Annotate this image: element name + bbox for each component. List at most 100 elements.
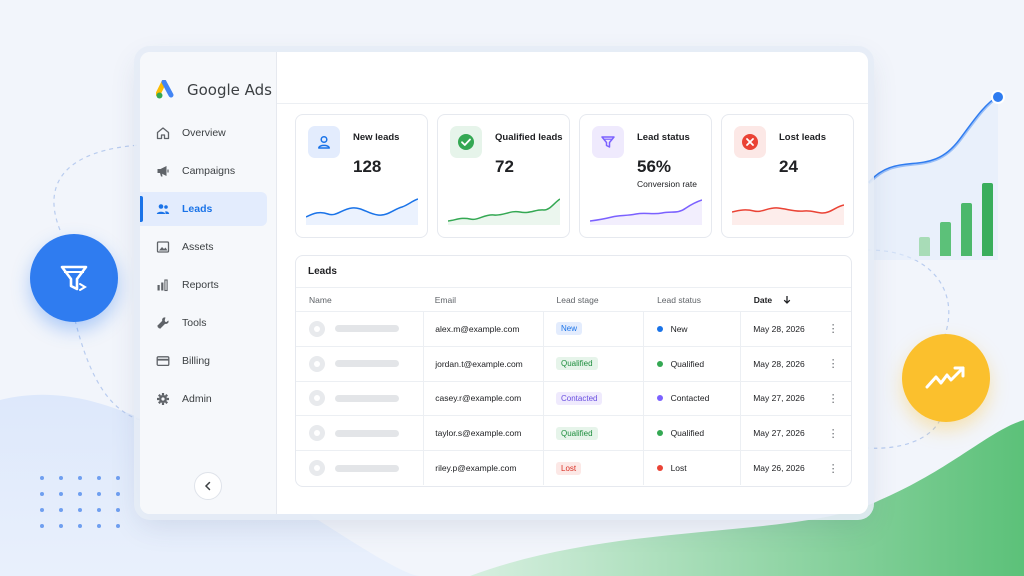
- more-vert-icon: ⋮: [827, 358, 839, 371]
- sidebar-item-label: Overview: [182, 127, 226, 139]
- sparkline: [590, 199, 702, 225]
- metric-card-new-leads[interactable]: New leads 128: [295, 114, 428, 238]
- stage-badge: Contacted: [556, 391, 603, 405]
- status-dot: [656, 430, 663, 437]
- row-menu-button[interactable]: ⋮: [815, 416, 851, 451]
- row-menu-button[interactable]: ⋮: [815, 312, 851, 347]
- table-header-row: Name Email Lead stage Lead status Date: [296, 287, 851, 312]
- status-dot: [656, 325, 663, 332]
- email-cell: riley.p@example.com: [435, 463, 517, 474]
- top-bar: [277, 52, 868, 104]
- avatar: [309, 320, 325, 337]
- status-label: Contacted: [670, 393, 710, 404]
- more-vert-icon: ⋮: [827, 392, 839, 405]
- metric-card-qualified-leads[interactable]: Qualified leads 72: [437, 114, 570, 238]
- table-row[interactable]: alex.m@example.com New New May 28, 2026 …: [296, 311, 851, 347]
- date-cell: May 28, 2026: [753, 323, 805, 334]
- metric-card-lost-leads[interactable]: Lost leads 24: [721, 114, 854, 238]
- card-value: 72: [495, 157, 514, 176]
- dot-grid: [40, 476, 122, 528]
- column-header-email[interactable]: Email: [424, 288, 544, 312]
- column-header-label: Email: [434, 294, 456, 305]
- column-header-actions: [815, 288, 851, 312]
- megaphone-icon: [157, 166, 169, 177]
- status-dot: [656, 465, 663, 472]
- decor-bar: [982, 183, 993, 256]
- sidebar-item-leads[interactable]: Leads: [140, 192, 267, 226]
- trending-up-icon: [925, 366, 965, 389]
- sidebar-item-label: Reports: [182, 279, 219, 291]
- status-cell: Contacted: [644, 393, 741, 403]
- funnel-bubble: [30, 234, 118, 322]
- funnel-icon: [60, 265, 88, 291]
- table-row[interactable]: taylor.s@example.com Qualified Qualified…: [296, 415, 851, 451]
- date-cell: May 27, 2026: [753, 428, 805, 439]
- credit-card-icon: [156, 356, 170, 367]
- avatar: [309, 355, 325, 372]
- name-placeholder: [335, 394, 399, 402]
- row-menu-button[interactable]: ⋮: [815, 451, 851, 486]
- sidebar-item-label: Assets: [182, 241, 214, 253]
- arrow-down-icon: [783, 295, 790, 304]
- status-label: Lost: [670, 463, 687, 474]
- card-icon-wrap: [450, 126, 482, 158]
- name-placeholder: [335, 325, 399, 333]
- collapse-sidebar-button[interactable]: [194, 472, 222, 500]
- stage-badge: Qualified: [556, 426, 598, 440]
- sidebar-item-label: Campaigns: [182, 165, 236, 177]
- status-label: Qualified: [670, 358, 705, 369]
- main-content: New leads 128 Qualified leads 72: [277, 52, 868, 514]
- sidebar-item-reports[interactable]: Reports: [140, 268, 276, 302]
- date-cell: May 27, 2026: [753, 393, 805, 404]
- column-header-lead-stage[interactable]: Lead stage: [544, 288, 644, 312]
- sidebar-item-campaigns[interactable]: Campaigns: [140, 154, 276, 188]
- chevron-left-icon: [204, 481, 211, 491]
- email-cell: jordan.t@example.com: [435, 358, 523, 369]
- column-header-lead-status[interactable]: Lead status: [643, 288, 741, 312]
- sidebar-item-tools[interactable]: Tools: [140, 306, 276, 340]
- card-value: 56%: [637, 157, 672, 176]
- card-subtitle: Conversion rate: [637, 179, 698, 189]
- table-row[interactable]: riley.p@example.com Lost Lost May 26, 20…: [296, 450, 851, 486]
- row-menu-button[interactable]: ⋮: [815, 381, 851, 416]
- sidebar-item-admin[interactable]: Admin: [140, 382, 276, 416]
- status-cell: Lost: [644, 463, 741, 473]
- table-row[interactable]: jordan.t@example.com Qualified Qualified…: [296, 346, 851, 382]
- name-placeholder: [335, 464, 399, 472]
- column-header-label: Name: [309, 294, 332, 305]
- row-menu-button[interactable]: ⋮: [815, 346, 851, 381]
- column-header-label: Date: [753, 294, 773, 305]
- column-header-label: Lead stage: [556, 294, 599, 305]
- table-title: Leads: [308, 266, 337, 277]
- leads-table-card: Leads Name Email Lead stage Lead status …: [295, 255, 852, 487]
- sidebar-item-label: Tools: [182, 317, 207, 329]
- sidebar-item-billing[interactable]: Billing: [140, 344, 276, 378]
- image-icon: [156, 241, 170, 253]
- sidebar-item-overview[interactable]: Overview: [140, 116, 276, 150]
- column-header-name[interactable]: Name: [296, 288, 424, 312]
- card-label: Lost leads: [779, 132, 826, 143]
- sidebar-item-assets[interactable]: Assets: [140, 230, 276, 264]
- date-cell: May 28, 2026: [753, 358, 805, 369]
- card-icon-wrap: [734, 126, 766, 158]
- card-label: Lead status: [637, 132, 690, 143]
- decor-bar: [961, 203, 972, 256]
- metric-card-lead-status[interactable]: Lead status 56% Conversion rate: [579, 114, 712, 238]
- card-icon-wrap: [592, 126, 624, 158]
- avatar: [309, 390, 325, 407]
- avatar: [309, 460, 325, 477]
- status-dot: [656, 395, 663, 402]
- sparkline: [732, 204, 844, 225]
- sparkline: [448, 198, 560, 225]
- stage-badge: Qualified: [556, 357, 598, 371]
- table-row[interactable]: casey.r@example.com Contacted Contacted …: [296, 381, 851, 416]
- person-icon: [318, 135, 330, 149]
- date-cell: May 26, 2026: [753, 463, 805, 474]
- brand[interactable]: Google Ads: [140, 52, 276, 110]
- column-header-date[interactable]: Date: [741, 288, 816, 312]
- status-label: Qualified: [670, 428, 705, 439]
- decor-bar: [919, 237, 930, 256]
- column-header-label: Lead status: [657, 294, 702, 305]
- status-cell: Qualified: [644, 428, 741, 438]
- stage-badge: New: [556, 322, 583, 336]
